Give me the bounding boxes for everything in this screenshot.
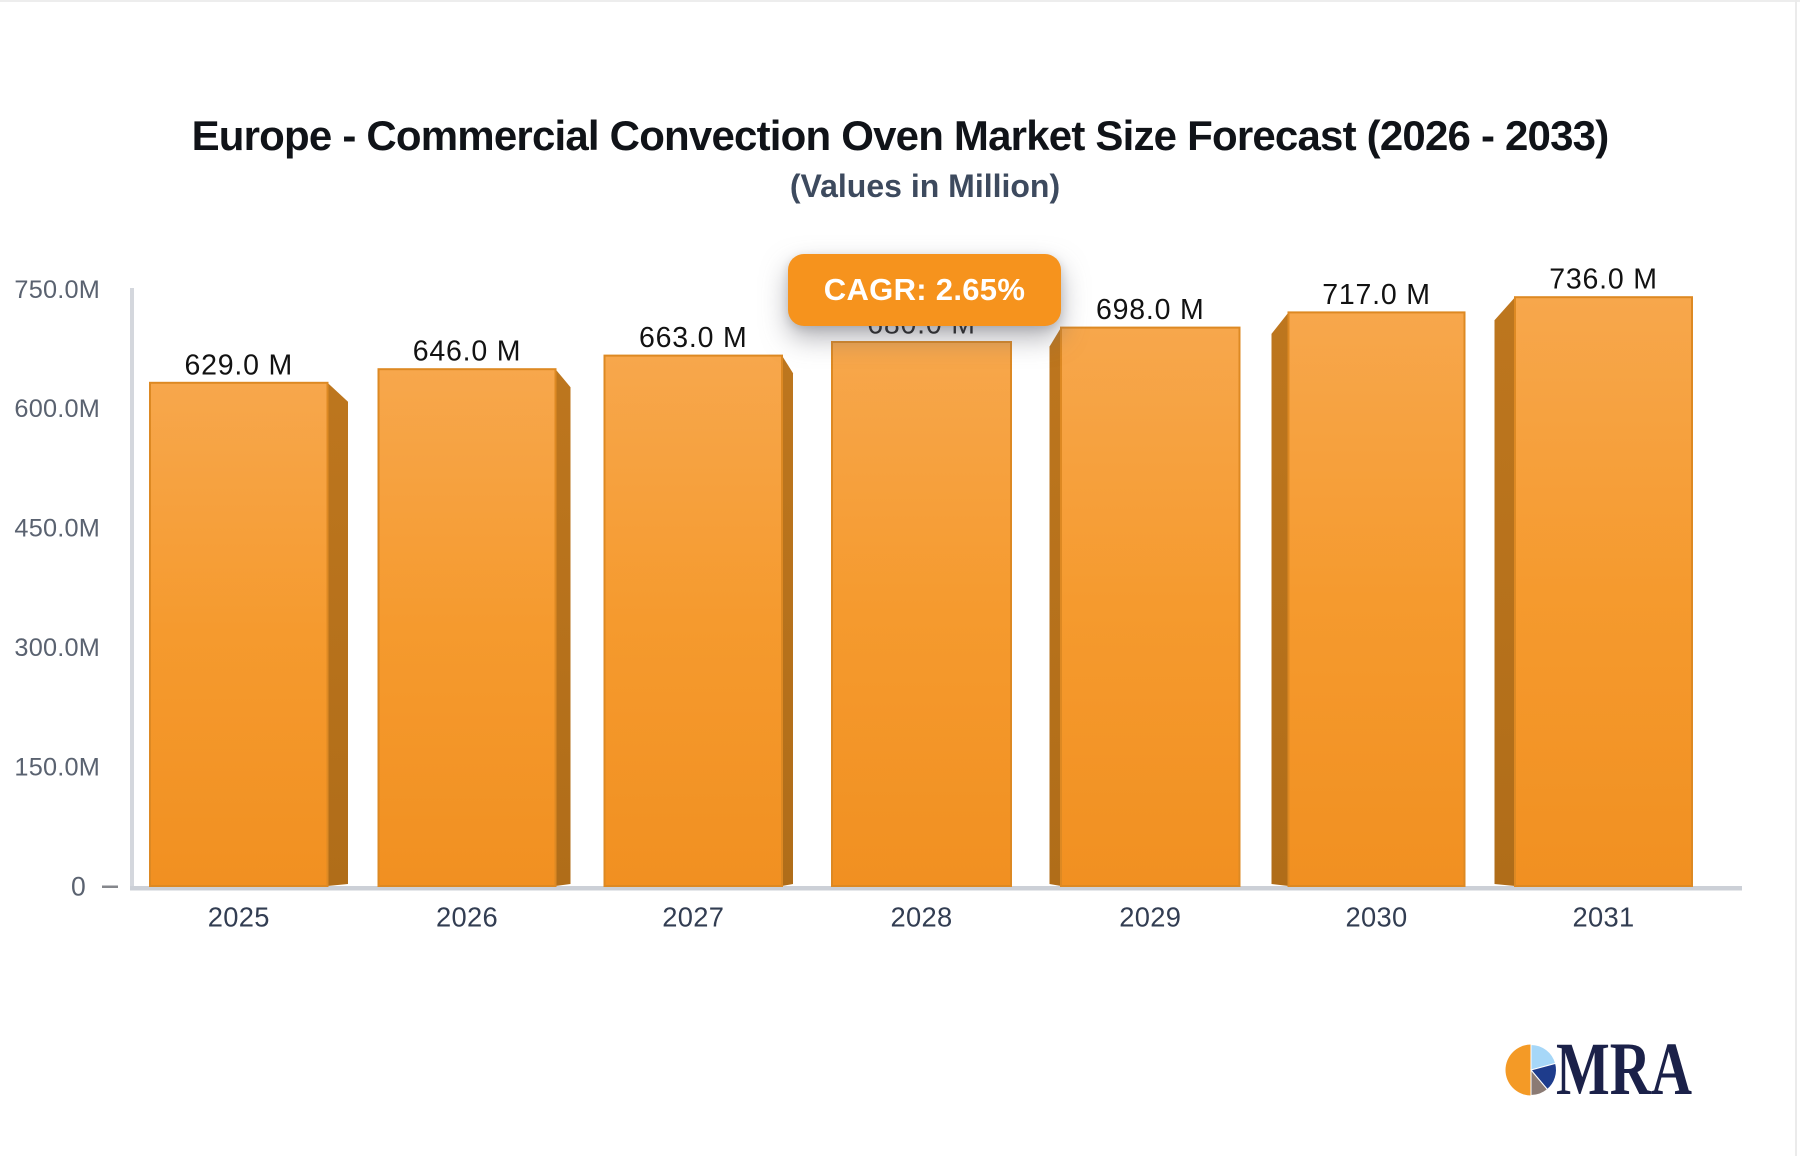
svg-text:150.0M: 150.0M — [14, 753, 100, 781]
svg-text:450.0M: 450.0M — [14, 515, 100, 543]
svg-text:0: 0 — [71, 871, 86, 901]
svg-text:663.0 M: 663.0 M — [639, 322, 748, 354]
svg-text:629.0 M: 629.0 M — [184, 349, 293, 381]
svg-text:300.0M: 300.0M — [14, 634, 100, 662]
svg-text:2025: 2025 — [208, 901, 270, 932]
svg-text:2027: 2027 — [662, 901, 724, 932]
svg-text:717.0 M: 717.0 M — [1322, 279, 1431, 311]
svg-text:2028: 2028 — [891, 901, 953, 932]
svg-text:2031: 2031 — [1573, 901, 1635, 932]
svg-text:750.0M: 750.0M — [14, 276, 100, 304]
svg-text:2029: 2029 — [1119, 901, 1181, 932]
svg-text:736.0 M: 736.0 M — [1549, 264, 1658, 296]
svg-text:698.0 M: 698.0 M — [1096, 294, 1205, 326]
svg-text:2030: 2030 — [1346, 901, 1408, 932]
svg-text:600.0M: 600.0M — [14, 395, 100, 423]
svg-text:2026: 2026 — [436, 901, 498, 932]
svg-text:MRA: MRA — [1556, 1028, 1692, 1111]
svg-text:646.0 M: 646.0 M — [413, 336, 522, 368]
